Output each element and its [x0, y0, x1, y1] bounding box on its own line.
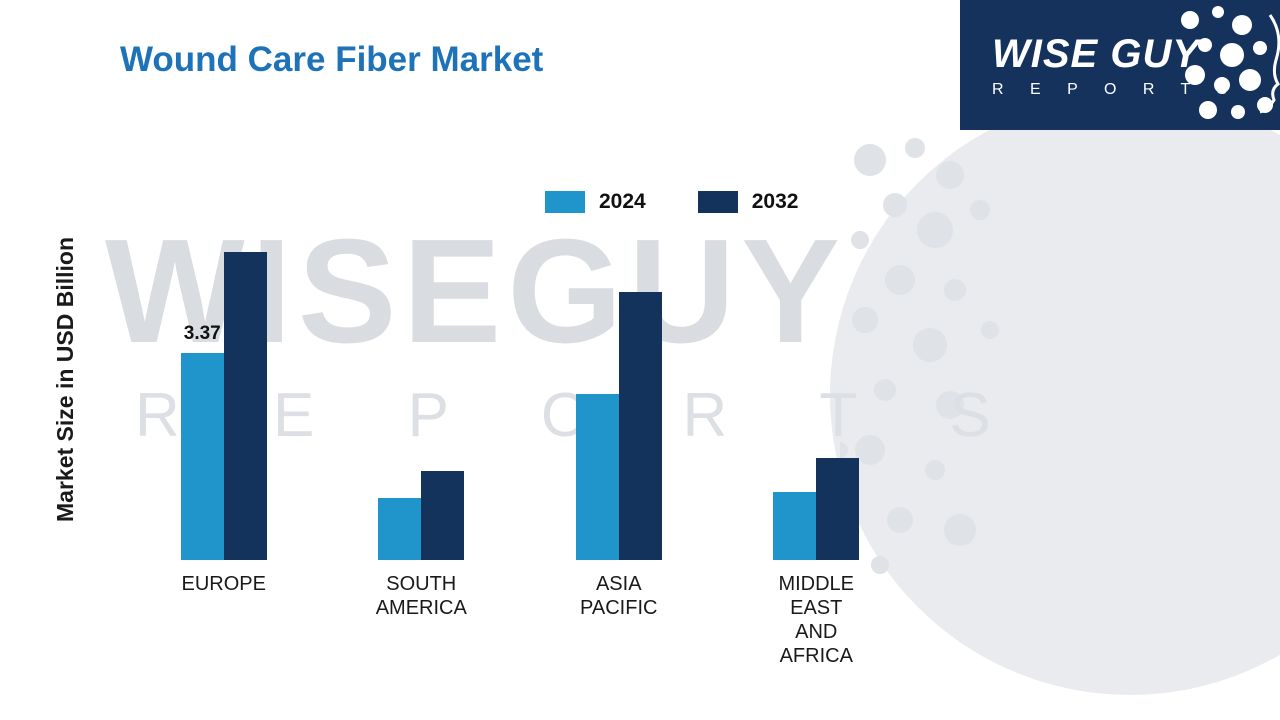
chart-legend: 2024 2032	[545, 190, 798, 214]
legend-swatch-2024	[545, 191, 585, 213]
bar-2032-south-america	[421, 471, 465, 560]
bar-2032-europe	[223, 252, 267, 560]
category-label-south-america: SOUTH AMERICA	[375, 573, 467, 619]
bar-2032-asia-pacific	[618, 292, 662, 560]
y-axis-label: Market Size in USD Billion	[52, 237, 78, 523]
chart-group-south-america: SOUTH AMERICA	[376, 240, 467, 619]
legend-label-2032: 2032	[751, 190, 799, 213]
wiseguy-logo-brand: WISE GUY	[992, 31, 1201, 76]
bars-middle-east-and-africa	[773, 458, 860, 560]
bar-2024-asia-pacific	[575, 394, 619, 560]
category-label-europe: EUROPE	[181, 573, 266, 595]
bar-2024-south-america	[378, 498, 422, 560]
wiseguy-logo: WISE GUY R E P O R T S	[960, 0, 1280, 130]
bar-2024-middle-east-and-africa	[773, 492, 817, 560]
wiseguy-face-icon	[1181, 6, 1280, 119]
bars-asia-pacific	[575, 292, 662, 560]
page-title: Wound Care Fiber Market	[120, 40, 544, 79]
chart-group-europe: 3.37 EUROPE	[180, 240, 267, 595]
background-dot-pattern-decoration	[840, 138, 999, 574]
legend-item-2024: 2024	[545, 190, 646, 214]
wiseguy-logo-text: WISE GUY R E P O R T S	[992, 32, 1238, 99]
bars-south-america	[378, 471, 465, 560]
chart-group-asia-pacific: ASIA PACIFIC	[575, 240, 662, 619]
legend-label-2024: 2024	[599, 190, 646, 213]
bar-2024-europe: 3.37	[180, 323, 224, 560]
watermark-reports-text: R E P O R T S	[135, 381, 1029, 450]
bar-chart: 3.37 EUROPE SOUTH AMERICA ASIA PACIFIC MIDDLE E…	[125, 240, 915, 667]
bars-europe: 3.37	[180, 252, 267, 560]
bar-2032-middle-east-and-africa	[816, 458, 860, 560]
bar-value-label-2024-europe: 3.37	[183, 323, 221, 344]
category-label-asia-pacific: ASIA PACIFIC	[580, 573, 658, 619]
chart-group-middle-east-and-africa: MIDDLE EAST AND AFRICA	[773, 240, 860, 667]
wiseguy-logo-reports: R E P O R T S	[992, 80, 1239, 98]
legend-item-2032: 2032	[697, 190, 799, 214]
category-label-middle-east-and-africa: MIDDLE EAST AND AFRICA	[778, 573, 855, 667]
legend-swatch-2032	[697, 191, 738, 213]
